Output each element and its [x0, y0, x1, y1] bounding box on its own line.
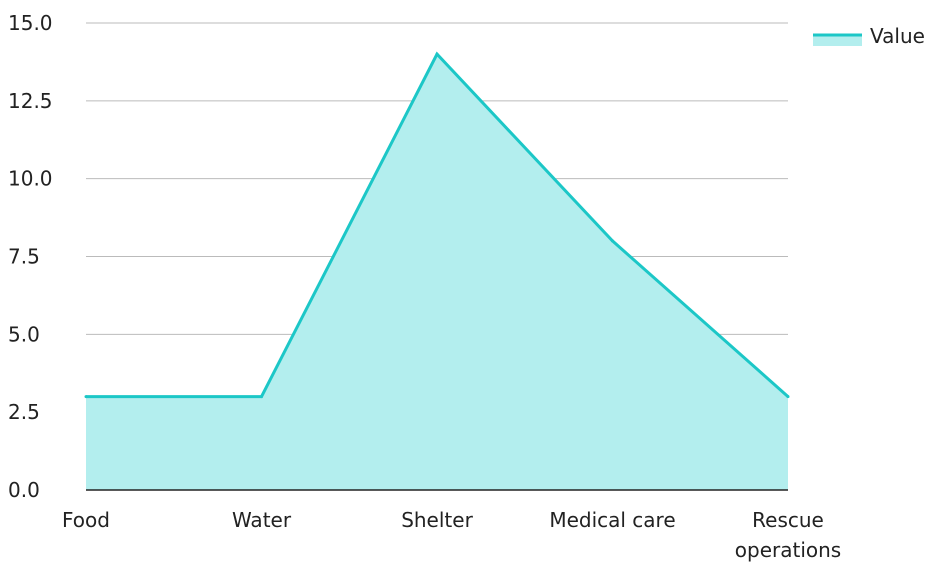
data-point [786, 395, 790, 399]
x-tick-label-line: Medical care [549, 508, 675, 532]
y-tick-label: 7.5 [8, 245, 40, 269]
x-tick-label-line: Rescue [752, 508, 824, 532]
x-tick-label: Food [62, 508, 110, 532]
x-tick-label-line: Shelter [401, 508, 473, 532]
x-tick-label: Water [232, 508, 292, 532]
y-tick-label: 2.5 [8, 400, 40, 424]
data-point [84, 395, 88, 399]
x-tick-label-line: Food [62, 508, 110, 532]
y-tick-label: 0.0 [8, 478, 40, 502]
x-tick-label-line: Water [232, 508, 292, 532]
data-point [260, 395, 263, 399]
y-tick-label: 15.0 [8, 11, 53, 35]
x-tick-label-line: operations [735, 538, 841, 562]
data-point [611, 239, 614, 243]
legend-label: Value [870, 24, 925, 48]
x-tick-label: Shelter [401, 508, 473, 532]
x-axis-labels: Food Water Shelter Medical care Rescue operat… [62, 508, 841, 562]
y-tick-label: 5.0 [8, 322, 40, 346]
x-tick-label: Rescue operations [735, 508, 841, 562]
series-area-value [86, 54, 788, 491]
y-tick-label: 12.5 [8, 89, 53, 113]
y-axis-labels: 0.0 2.5 5.0 7.5 10.0 12.5 15.0 [8, 11, 53, 502]
y-tick-label: 10.0 [8, 167, 53, 191]
data-point [435, 52, 439, 56]
data-points [84, 52, 790, 399]
x-tick-label: Medical care [549, 508, 675, 532]
legend-swatch-fill [813, 34, 862, 46]
legend: Value [813, 24, 925, 48]
